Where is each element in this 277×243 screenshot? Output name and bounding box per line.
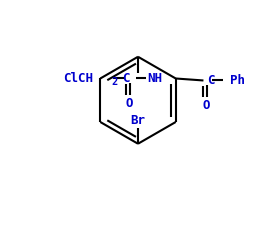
Text: O: O [203, 99, 210, 112]
Text: NH: NH [147, 72, 162, 85]
Text: O: O [125, 97, 133, 110]
Text: C: C [207, 74, 215, 87]
Text: ClCH: ClCH [63, 72, 93, 85]
Text: 2: 2 [111, 78, 117, 87]
Text: Ph: Ph [230, 74, 245, 87]
Text: C: C [123, 72, 130, 85]
Text: Br: Br [130, 113, 145, 127]
